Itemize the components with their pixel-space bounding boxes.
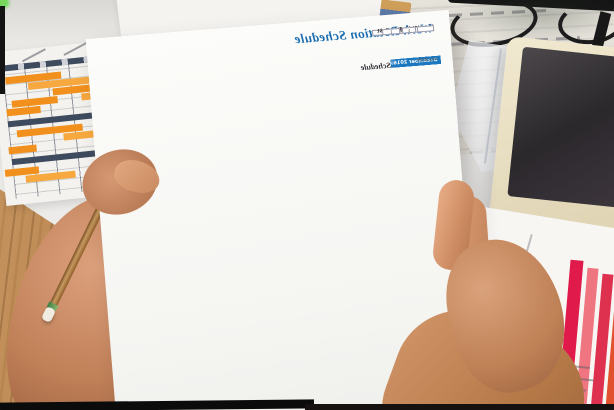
eyeglasses-lens-tint — [452, 0, 614, 42]
gantt-bar — [8, 144, 37, 155]
tablet-screen — [507, 46, 614, 212]
led-glint-icon — [0, 0, 6, 5]
photo-edge-object — [0, 6, 5, 94]
tablet — [488, 36, 614, 236]
shift-value2-field: 1 — [401, 26, 417, 34]
photo-bottom-edge — [305, 404, 614, 410]
